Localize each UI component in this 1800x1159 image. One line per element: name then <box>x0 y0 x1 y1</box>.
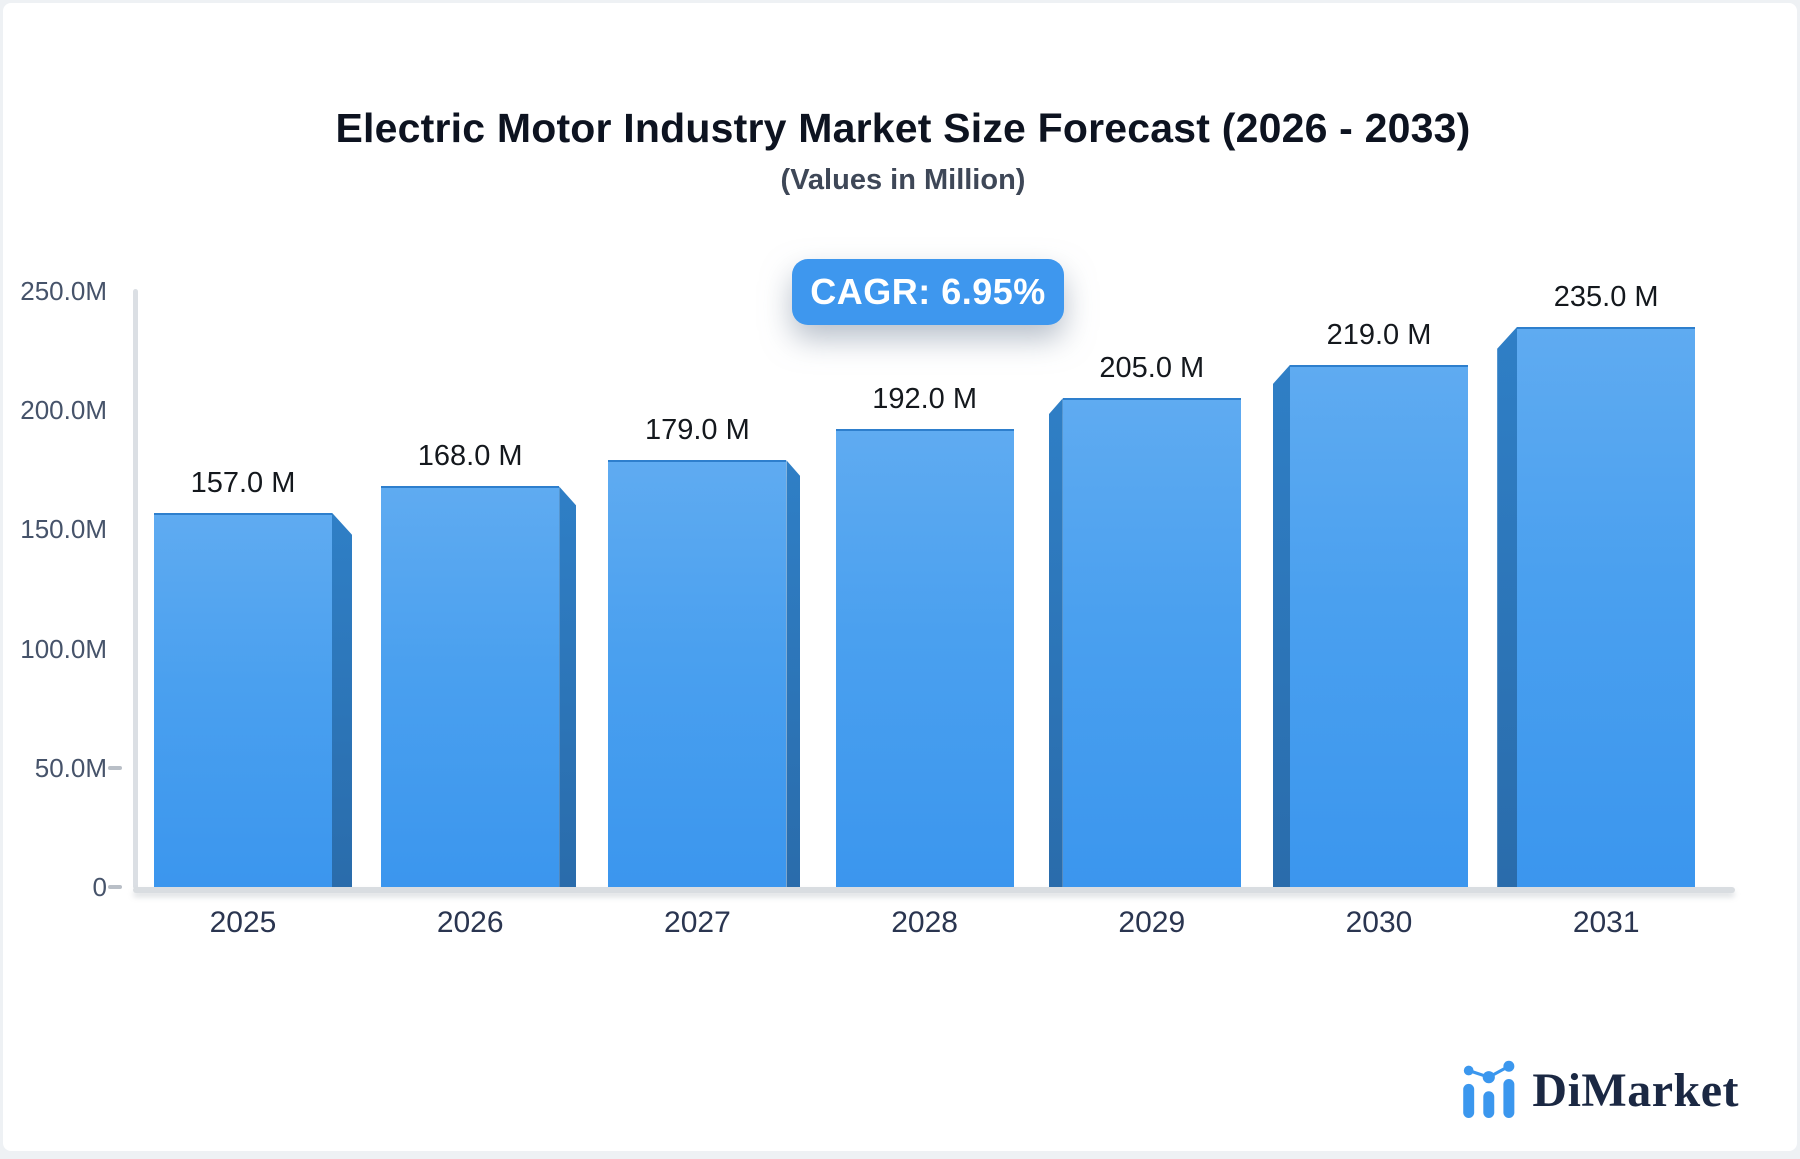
bar-value-label-2028: 192.0 M <box>872 383 977 416</box>
bar-side-face-2030 <box>1273 364 1290 887</box>
x-axis-label-2027: 2027 <box>664 906 731 939</box>
cagr-badge-label: CAGR: 6.95% <box>810 271 1046 312</box>
bar-value-label-2030: 219.0 M <box>1326 318 1432 351</box>
y-axis-line <box>133 289 138 889</box>
x-axis-label-2029: 2029 <box>1118 906 1186 939</box>
x-axis-label-2025: 2025 <box>209 906 277 939</box>
chart-header: Electric Motor Industry Market Size Fore… <box>3 103 1800 197</box>
bar-2026[interactable] <box>381 486 560 887</box>
x-axis-label-2030: 2030 <box>1345 906 1413 939</box>
bar-value-label-2027: 179.0 M <box>644 414 750 447</box>
dimarket-logo: DiMarket <box>1462 1059 1739 1121</box>
bar-value-label-2026: 168.0 M <box>417 440 523 473</box>
x-axis-label-2028: 2028 <box>891 906 958 939</box>
chart-card: Electric Motor Industry Market Size Fore… <box>3 3 1797 1151</box>
bar-2030[interactable] <box>1290 364 1468 887</box>
y-axis-tick-label: 0 <box>92 872 107 902</box>
x-axis-baseline <box>133 887 1735 893</box>
cagr-badge: CAGR: 6.95% <box>792 259 1064 325</box>
y-axis-tick-label: 50.0M <box>34 752 107 783</box>
y-axis-tick-label: 250.0M <box>20 276 107 306</box>
logo-text: DiMarket <box>1532 1063 1739 1117</box>
bar-2029[interactable] <box>1062 398 1241 887</box>
bar-side-face-2029 <box>1048 398 1063 887</box>
bar-chart-plot-area: 250.0M 200.0M 150.0M 100.0M 50.0M 0 157.0 M 202… <box>3 3 1800 1159</box>
bar-value-label-2031: 235.0 M <box>1553 280 1659 313</box>
bar-2025[interactable] <box>154 512 332 887</box>
bar-value-label-2029: 205.0 M <box>1099 352 1205 385</box>
bar-side-face-2025 <box>332 512 352 887</box>
bar-side-face-2031 <box>1497 326 1518 887</box>
bar-2028[interactable] <box>835 429 1014 887</box>
bar-side-face-2026 <box>559 486 577 887</box>
bar-side-face-2027 <box>786 460 801 887</box>
bar-chart-logo-icon <box>1463 1060 1515 1118</box>
chart-title: Electric Motor Industry Market Size Fore… <box>335 105 1471 151</box>
bar-value-label-2025: 157.0 M <box>190 466 296 499</box>
bar-2031[interactable] <box>1517 326 1696 887</box>
y-axis-tick-label: 150.0M <box>20 514 107 545</box>
y-axis-tick-mark <box>108 885 122 889</box>
chart-subtitle: (Values in Million) <box>780 164 1026 196</box>
y-axis-tick-label: 200.0M <box>20 395 107 426</box>
x-axis-label-2031: 2031 <box>1572 906 1640 939</box>
bar-2027[interactable] <box>608 460 787 887</box>
y-axis-tick-label: 100.0M <box>20 633 107 664</box>
x-axis-label-2026: 2026 <box>436 906 504 939</box>
y-axis-tick-mark <box>108 765 122 770</box>
